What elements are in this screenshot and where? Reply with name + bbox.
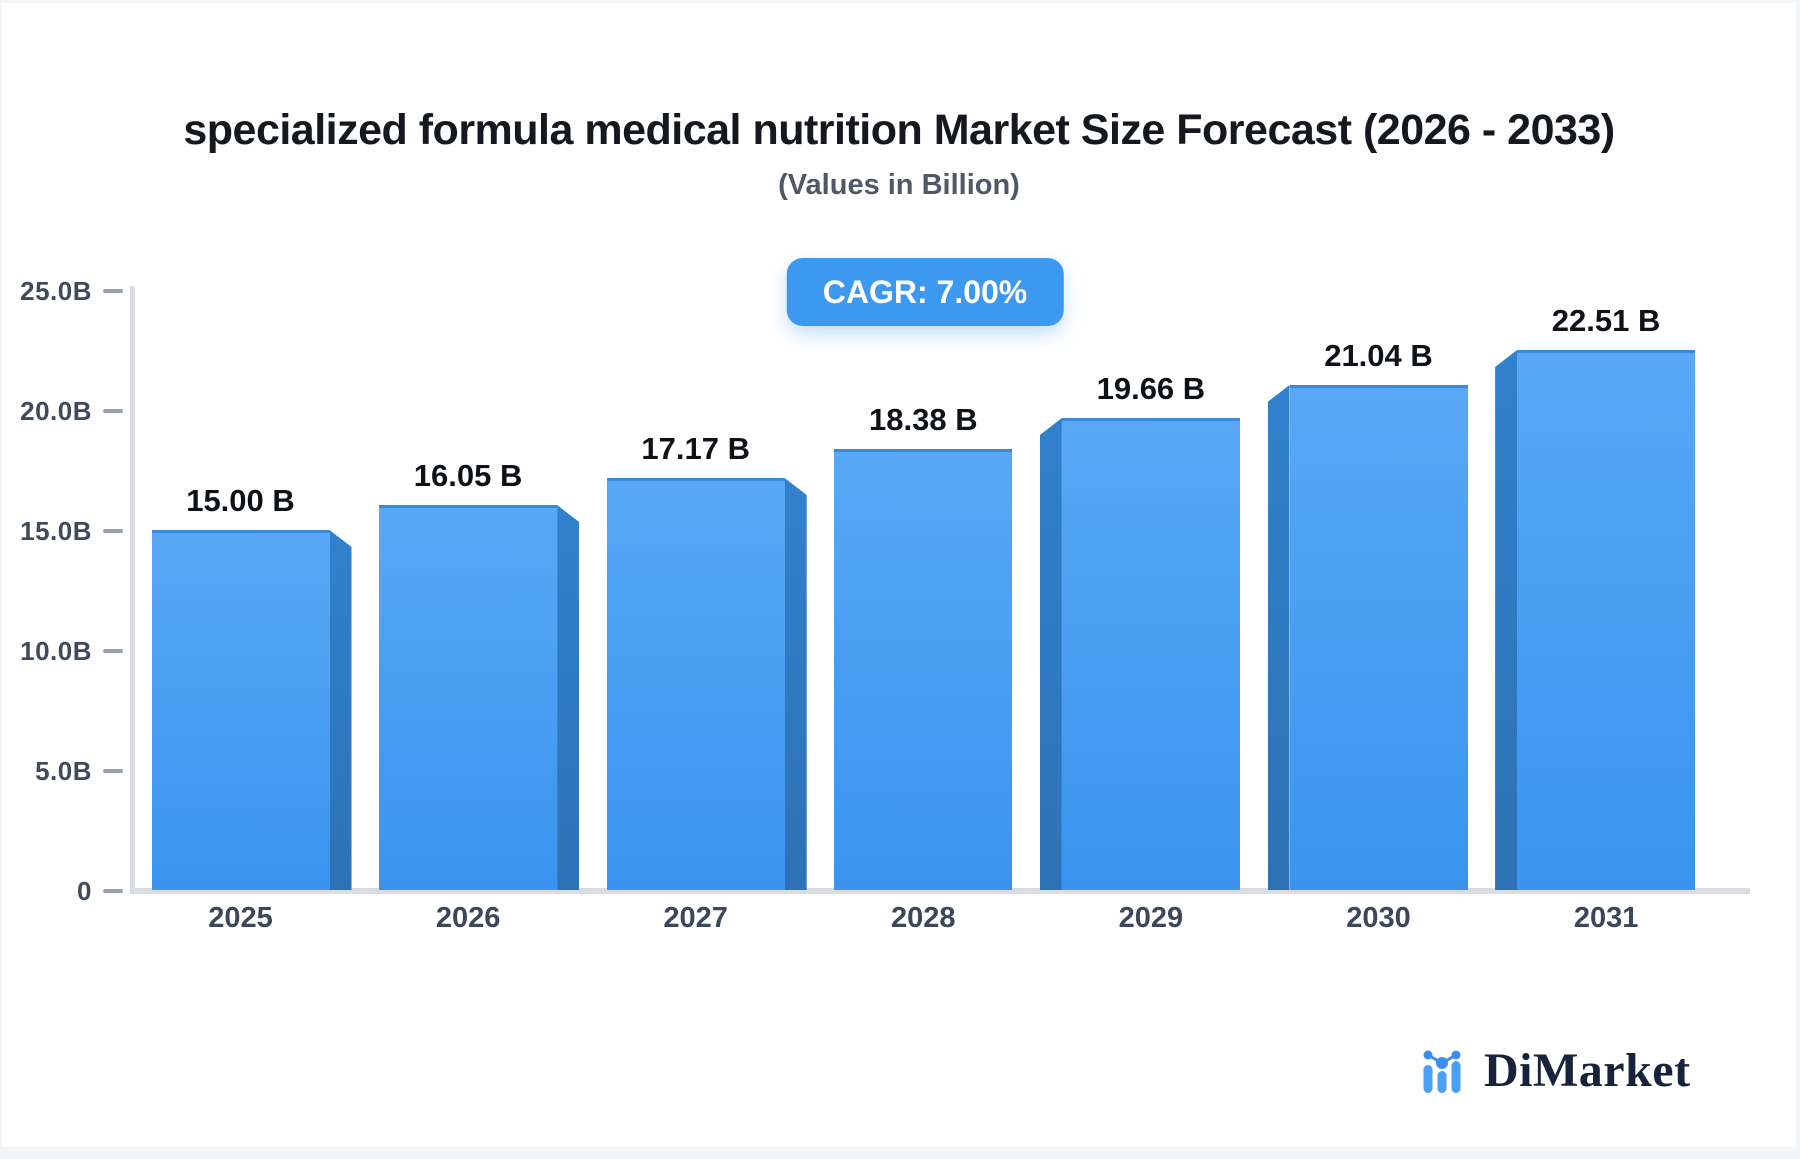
bar-side-face	[557, 505, 580, 890]
chart-title: specialized formula medical nutrition Ma…	[183, 106, 1615, 154]
bar-value-label: 15.00 B	[186, 483, 295, 518]
bar-value-label: 18.38 B	[869, 402, 978, 437]
y-tick-dash	[103, 769, 123, 773]
y-tick-dash	[103, 889, 123, 893]
bar-2029	[1061, 418, 1240, 890]
bar-side-face	[1267, 385, 1290, 890]
bar-side-face	[329, 530, 352, 890]
brand-logo: DiMarket	[1422, 1043, 1691, 1099]
x-axis-label-2029: 2029	[1118, 902, 1184, 934]
y-tick-label: 0	[77, 876, 92, 906]
y-tick-label: 20.0B	[20, 396, 92, 426]
brand-name: DiMarket	[1484, 1044, 1691, 1097]
bar-value-label: 17.17 B	[641, 431, 750, 466]
bar-side-face	[1495, 350, 1518, 890]
bar-2031	[1517, 350, 1696, 890]
bar-chart-logo-icon	[1423, 1050, 1461, 1093]
bar-value-label: 22.51 B	[1551, 303, 1661, 338]
plot-area: 25.0B 20.0B 15.0B 10.0B 5.0B 0 15.00 B 2025 16.…	[2, 3, 1800, 1159]
x-axis-label-2028: 2028	[891, 902, 956, 934]
bar-2028	[834, 449, 1013, 890]
x-axis-label-2025: 2025	[208, 902, 273, 934]
y-tick-dash	[103, 649, 123, 653]
y-tick-dash	[103, 409, 123, 413]
bar-2026	[379, 505, 558, 890]
bar-2027	[606, 478, 785, 890]
bar-value-label: 19.66 B	[1096, 371, 1206, 406]
chart-subtitle: (Values in Billion)	[778, 169, 1020, 201]
bar-value-label: 21.04 B	[1324, 338, 1433, 373]
y-axis-line	[130, 286, 135, 894]
x-axis-line	[130, 888, 1750, 894]
cagr-badge: CAGR: 7.00%	[786, 258, 1064, 326]
bar-2025	[151, 530, 330, 890]
y-tick-label: 10.0B	[20, 636, 92, 666]
bar-side-face	[784, 478, 807, 890]
x-axis-label-2030: 2030	[1346, 902, 1411, 934]
chart-card: specialized formula medical nutrition Ma…	[2, 3, 1796, 1147]
y-tick-dash	[103, 529, 123, 533]
y-tick-label: 15.0B	[20, 516, 92, 546]
bar-2030	[1289, 385, 1468, 890]
bar-side-face	[1039, 418, 1062, 890]
y-tick-label: 5.0B	[35, 756, 92, 786]
x-axis-label-2031: 2031	[1573, 902, 1639, 934]
y-tick-dash	[103, 289, 123, 293]
x-axis-label-2026: 2026	[435, 902, 501, 934]
bar-value-label: 16.05 B	[413, 458, 523, 493]
y-tick-label: 25.0B	[20, 276, 92, 306]
x-axis-label-2027: 2027	[663, 902, 728, 934]
